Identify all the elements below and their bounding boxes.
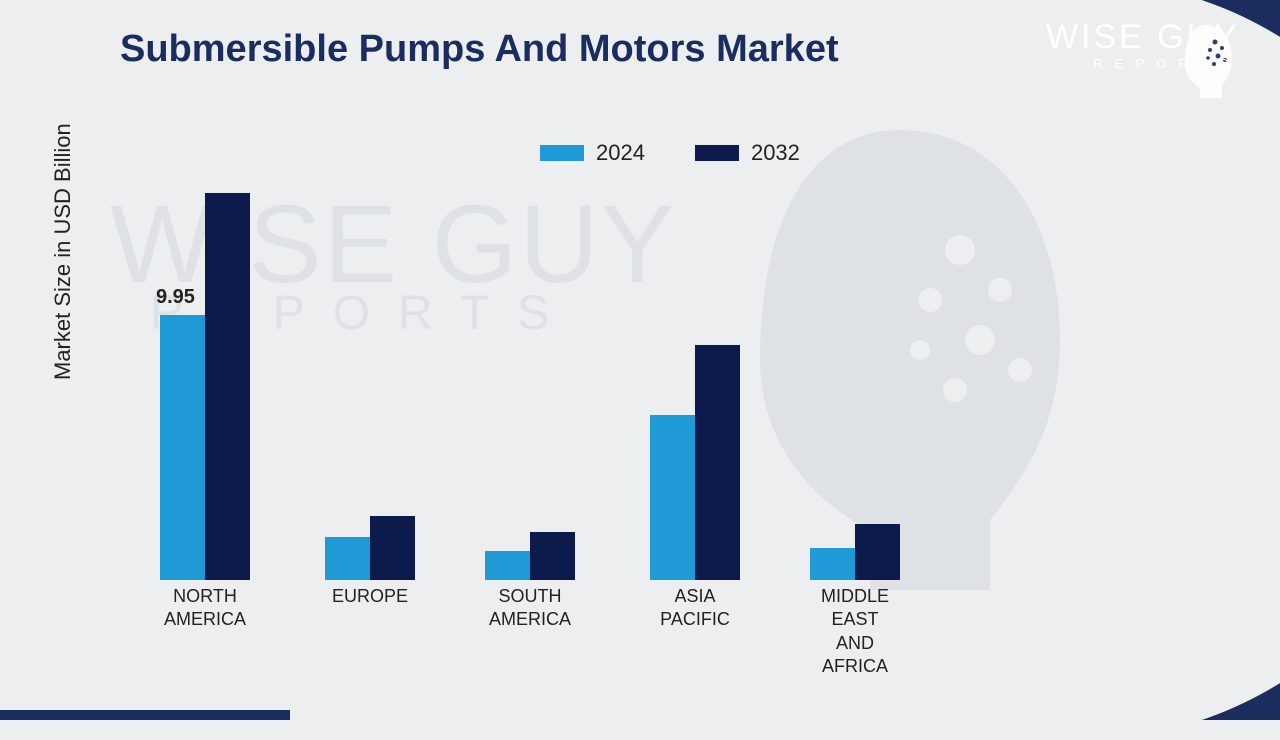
bar-2024: [810, 548, 855, 580]
chart-title: Submersible Pumps And Motors Market: [120, 28, 839, 71]
logo-text-line2: REPORTS: [1046, 56, 1240, 71]
bar-2032: [370, 516, 415, 580]
legend-label-2024: 2024: [596, 140, 645, 166]
legend-swatch-2032: [695, 145, 739, 161]
bar-group: [650, 345, 740, 580]
x-axis-label: SOUTHAMERICA: [465, 585, 595, 632]
bar-2032: [205, 193, 250, 580]
x-axis-label: ASIAPACIFIC: [630, 585, 760, 632]
logo-text-line1: WISE GUY: [1046, 20, 1240, 54]
bar-2024: [485, 551, 530, 580]
bar-2024: [160, 315, 205, 580]
y-axis-label: Market Size in USD Billion: [50, 123, 76, 380]
x-axis-label: NORTHAMERICA: [140, 585, 270, 632]
brand-logo: WISE GUY REPORTS: [1046, 20, 1240, 71]
legend-swatch-2024: [540, 145, 584, 161]
bar-group: [485, 532, 575, 580]
bar-2024: [650, 415, 695, 580]
bar-group: 9.95: [160, 193, 250, 580]
legend: 2024 2032: [540, 140, 800, 166]
bar-group: [810, 524, 900, 580]
legend-item-2024: 2024: [540, 140, 645, 166]
chart-area: Market Size in USD Billion 2024 2032 9.9…: [100, 140, 960, 680]
plot-area: 9.95: [150, 180, 950, 580]
bar-2032: [855, 524, 900, 580]
x-axis-label: EUROPE: [305, 585, 435, 608]
page-root: WISE GUY REPORTS Submersible Pumps And M…: [0, 0, 1280, 720]
bar-group: [325, 516, 415, 580]
bar-2024: [325, 537, 370, 580]
bar-2032: [695, 345, 740, 580]
legend-label-2032: 2032: [751, 140, 800, 166]
legend-item-2032: 2032: [695, 140, 800, 166]
x-axis-label: MIDDLEEASTANDAFRICA: [790, 585, 920, 679]
bottom-accent-bar: [0, 710, 290, 720]
bar-value-label: 9.95: [156, 286, 195, 309]
bar-2032: [530, 532, 575, 580]
